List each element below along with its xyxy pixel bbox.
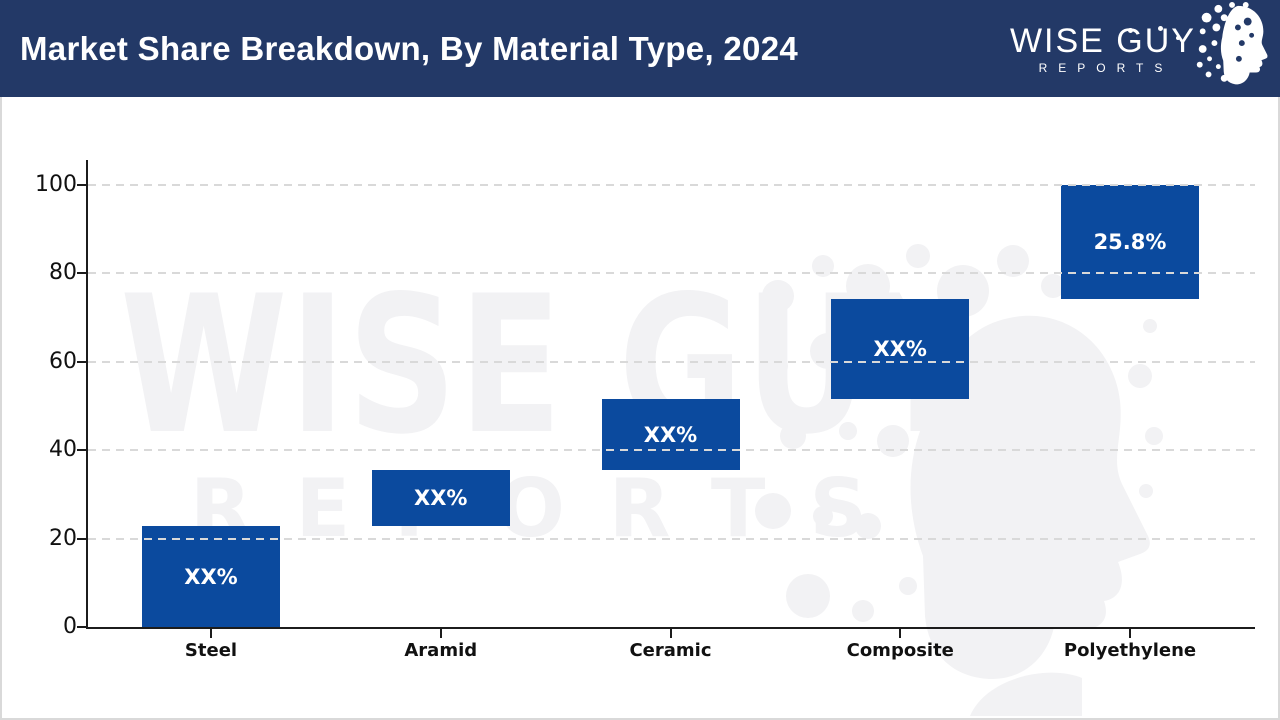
y-tick-label-0: 0 xyxy=(63,614,77,639)
y-tick-label-60: 60 xyxy=(49,348,77,374)
logo-head-icon xyxy=(1196,1,1268,84)
category-label-composite: Composite xyxy=(846,640,954,661)
header-bar: Market Share Breakdown, By Material Type… xyxy=(0,0,1280,97)
y-tick-0 xyxy=(77,626,86,628)
bar-ceramic xyxy=(601,398,740,471)
bar-value-label-polyethylene: 25.8% xyxy=(1093,230,1167,255)
brand-logo-text: WISE GUY REPORTS xyxy=(1010,24,1196,74)
bar-steel xyxy=(142,526,280,627)
y-tick-label-80: 80 xyxy=(49,260,77,286)
category-label-steel: Steel xyxy=(184,640,238,661)
category-label-ceramic: Ceramic xyxy=(629,640,712,661)
page-title: Market Share Breakdown, By Material Type… xyxy=(20,29,799,67)
x-tick-composite xyxy=(899,629,902,638)
x-axis-line xyxy=(86,627,1255,629)
x-tick-polyethylene xyxy=(1129,629,1131,638)
x-tick-steel xyxy=(210,629,212,638)
category-label-polyethylene: Polyethylene xyxy=(1063,640,1197,661)
y-tick-label-40: 40 xyxy=(49,437,77,463)
logo-accent-dot xyxy=(1157,25,1163,31)
frame-border-right xyxy=(1278,97,1280,720)
watermark-text-secondary: REPORTS xyxy=(190,462,912,555)
y-tick-100 xyxy=(77,184,86,186)
y-tick-label-100: 100 xyxy=(35,172,77,197)
x-tick-ceramic xyxy=(669,629,672,638)
brand-logo-name: WISE GUY xyxy=(1009,21,1196,60)
gridline-y80 xyxy=(88,272,1255,275)
frame-border-bottom xyxy=(0,718,1280,720)
bar-value-label-composite: XX% xyxy=(873,336,927,361)
gridline-y20 xyxy=(88,537,1255,540)
y-tick-label-20: 20 xyxy=(49,525,77,551)
x-tick-aramid xyxy=(439,629,442,638)
y-tick-80 xyxy=(77,272,86,275)
gridline-y100 xyxy=(88,184,1255,186)
y-tick-20 xyxy=(77,537,86,540)
y-tick-40 xyxy=(77,449,86,452)
category-label-aramid: Aramid xyxy=(404,640,478,661)
bar-value-label-aramid: XX% xyxy=(414,486,468,511)
y-tick-60 xyxy=(77,360,86,363)
logo-accent-dot xyxy=(1175,35,1180,40)
gridline-y40 xyxy=(88,449,1255,452)
y-axis-line xyxy=(86,160,88,629)
logo-accent-dot xyxy=(1127,27,1133,33)
bar-composite xyxy=(831,299,970,399)
frame-border-left xyxy=(0,97,2,720)
brand-logo: WISE GUY REPORTS xyxy=(1010,0,1278,97)
bar-value-label-steel: XX% xyxy=(184,564,238,589)
bar-value-label-ceramic: XX% xyxy=(643,422,698,447)
bar-polyethylene xyxy=(1061,185,1199,300)
gridline-y60 xyxy=(88,360,1255,363)
brand-logo-subtitle: REPORTS xyxy=(1038,60,1174,75)
bar-aramid xyxy=(371,470,510,527)
